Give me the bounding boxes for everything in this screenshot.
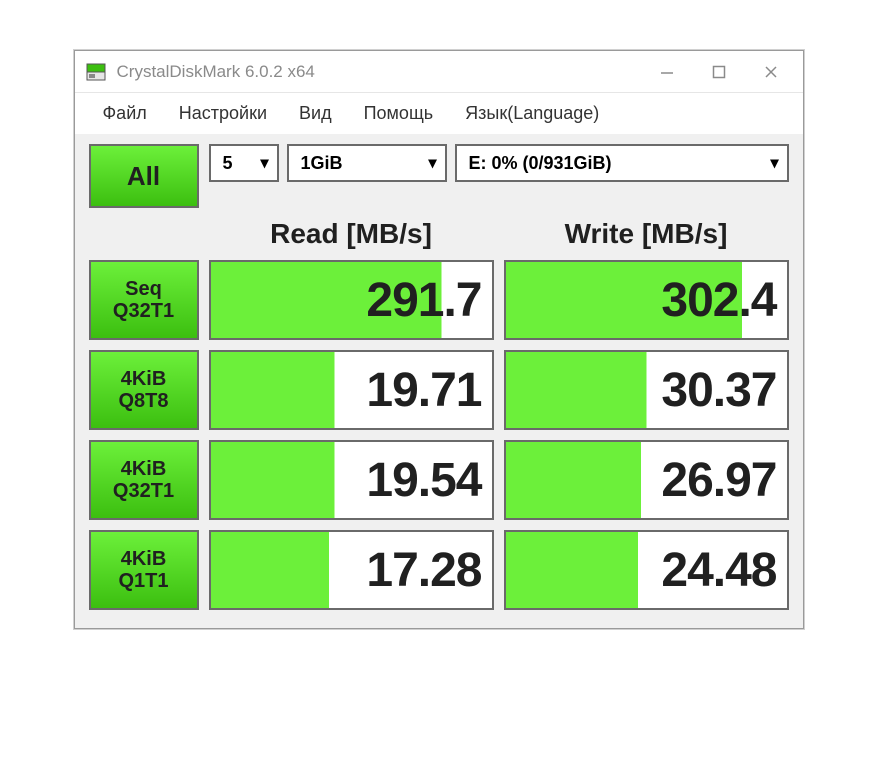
maximize-button[interactable] <box>693 54 745 90</box>
results-table: SeqQ32T1291.7302.44KiBQ8T819.7130.374KiB… <box>89 260 789 610</box>
menu-view[interactable]: Вид <box>285 101 346 126</box>
test-label-line1: 4KiB <box>121 368 167 390</box>
chevron-down-icon: ▾ <box>428 153 436 173</box>
read-value-cell: 19.54 <box>209 440 494 520</box>
test-button[interactable]: 4KiBQ8T8 <box>89 350 199 430</box>
write-header: Write [MB/s] <box>504 218 789 250</box>
result-row: 4KiBQ8T819.7130.37 <box>89 350 789 430</box>
write-value-cell: 30.37 <box>504 350 789 430</box>
result-row: SeqQ32T1291.7302.4 <box>89 260 789 340</box>
menubar: Файл Настройки Вид Помощь Язык(Language) <box>75 93 803 134</box>
menu-file[interactable]: Файл <box>89 101 161 126</box>
close-button[interactable] <box>745 54 797 90</box>
drive-value: E: 0% (0/931GiB) <box>469 153 612 174</box>
test-label-line1: 4KiB <box>121 548 167 570</box>
size-select[interactable]: 1GiB ▾ <box>287 144 447 182</box>
test-button[interactable]: 4KiBQ1T1 <box>89 530 199 610</box>
menu-help[interactable]: Помощь <box>350 101 448 126</box>
app-window: CrystalDiskMark 6.0.2 x64 Файл Настройки… <box>74 50 804 629</box>
minimize-button[interactable] <box>641 54 693 90</box>
chevron-down-icon: ▾ <box>770 153 778 173</box>
header-spacer <box>89 218 199 250</box>
column-headers: Read [MB/s] Write [MB/s] <box>89 218 789 250</box>
all-button-label: All <box>127 161 160 192</box>
test-label-line2: Q1T1 <box>118 570 168 592</box>
all-button[interactable]: All <box>89 144 199 208</box>
runs-select[interactable]: 5 ▾ <box>209 144 279 182</box>
drive-select[interactable]: E: 0% (0/931GiB) ▾ <box>455 144 789 182</box>
result-row: 4KiBQ32T119.5426.97 <box>89 440 789 520</box>
controls-right: 5 ▾ 1GiB ▾ E: 0% (0/931GiB) ▾ <box>209 144 789 208</box>
read-value-cell: 291.7 <box>209 260 494 340</box>
test-button[interactable]: SeqQ32T1 <box>89 260 199 340</box>
read-value-cell: 17.28 <box>209 530 494 610</box>
read-value-cell: 19.71 <box>209 350 494 430</box>
test-label-line1: 4KiB <box>121 458 167 480</box>
content-area: All 5 ▾ 1GiB ▾ E: 0% (0/931GiB) ▾ <box>75 134 803 628</box>
chevron-down-icon: ▾ <box>260 153 268 173</box>
test-label-line2: Q32T1 <box>113 300 174 322</box>
app-icon <box>85 61 107 83</box>
test-label-line2: Q32T1 <box>113 480 174 502</box>
write-value-cell: 302.4 <box>504 260 789 340</box>
window-title: CrystalDiskMark 6.0.2 x64 <box>117 62 631 82</box>
read-header: Read [MB/s] <box>209 218 494 250</box>
test-label-line2: Q8T8 <box>118 390 168 412</box>
runs-value: 5 <box>223 153 233 174</box>
write-value-cell: 24.48 <box>504 530 789 610</box>
test-button[interactable]: 4KiBQ32T1 <box>89 440 199 520</box>
menu-settings[interactable]: Настройки <box>165 101 281 126</box>
result-row: 4KiBQ1T117.2824.48 <box>89 530 789 610</box>
window-buttons <box>641 54 797 90</box>
test-label-line1: Seq <box>125 278 162 300</box>
titlebar: CrystalDiskMark 6.0.2 x64 <box>75 51 803 93</box>
size-value: 1GiB <box>301 153 343 174</box>
menu-language[interactable]: Язык(Language) <box>451 101 613 126</box>
write-value-cell: 26.97 <box>504 440 789 520</box>
